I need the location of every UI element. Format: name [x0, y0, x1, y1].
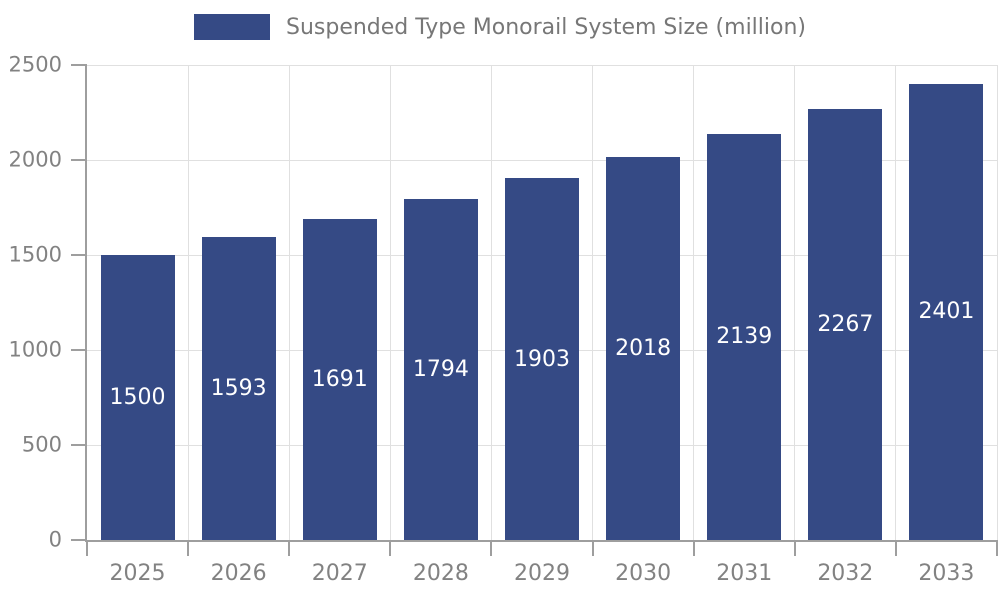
legend-label: Suspended Type Monorail System Size (mil…: [285, 14, 807, 40]
y-axis-tick: [71, 254, 87, 256]
x-axis-tick: [389, 540, 392, 556]
x-axis-label: 2031: [716, 561, 773, 586]
x-axis-tick: [793, 540, 796, 556]
bar-2033[interactable]: 2401: [909, 83, 984, 540]
bar-value-label: 2018: [615, 335, 672, 361]
bar-value-label: 1691: [311, 366, 368, 392]
y-axis-tick: [71, 349, 87, 351]
bar-value-label: 2401: [918, 299, 975, 325]
x-axis-label: 2030: [615, 561, 672, 586]
bar-2027[interactable]: 1691: [302, 218, 377, 540]
legend-swatch: [193, 14, 270, 40]
x-axis-tick: [692, 540, 695, 556]
y-axis-label: 1000: [8, 337, 62, 362]
x-axis-tick: [288, 540, 291, 556]
gridline-vertical: [187, 65, 189, 540]
bar-value-label: 1794: [412, 357, 469, 383]
gridline-vertical: [490, 65, 492, 540]
x-axis-label: 2033: [918, 561, 975, 586]
y-axis-tick: [71, 444, 87, 446]
x-axis-label: 2026: [210, 561, 267, 586]
y-axis-tick: [71, 64, 87, 66]
gridline-vertical: [389, 65, 391, 540]
y-axis-tick: [71, 539, 87, 541]
x-axis-tick: [996, 540, 998, 556]
x-axis-tick: [86, 540, 88, 556]
x-axis-tick: [187, 540, 190, 556]
x-axis-label: 2029: [513, 561, 570, 586]
bar-2029[interactable]: 1903: [505, 178, 579, 540]
gridline-vertical: [895, 65, 897, 540]
bar-value-label: 1500: [109, 385, 166, 410]
bar-value-label: 1593: [210, 376, 267, 402]
y-axis-label: 2500: [8, 52, 62, 77]
gridline-vertical: [996, 65, 998, 540]
x-axis-label: 2028: [412, 561, 469, 586]
bar-2025[interactable]: 1500: [100, 255, 175, 540]
gridline-horizontal: [87, 65, 997, 66]
gridline-vertical: [794, 65, 796, 540]
y-axis-label: 2000: [8, 147, 62, 172]
x-axis-tick: [591, 540, 594, 556]
x-axis-label: 2032: [817, 561, 874, 586]
gridline-horizontal: [87, 160, 997, 161]
bar-value-label: 2139: [716, 324, 773, 350]
gridline-vertical: [592, 65, 594, 540]
legend[interactable]: Suspended Type Monorail System Size (mil…: [0, 13, 1000, 41]
gridline-vertical: [288, 65, 290, 540]
x-axis-tick: [894, 540, 897, 556]
y-axis-tick: [71, 159, 87, 161]
y-axis-label: 0: [48, 527, 62, 552]
bar-value-label: 1903: [514, 346, 570, 372]
bar-value-label: 2267: [817, 312, 874, 338]
y-axis-label: 1500: [8, 242, 62, 267]
bar-2026[interactable]: 1593: [201, 237, 276, 540]
x-axis-tick: [490, 540, 493, 556]
bar-2030[interactable]: 2018: [606, 156, 681, 540]
bar-2032[interactable]: 2267: [808, 109, 883, 540]
bar-2031[interactable]: 2139: [707, 133, 782, 540]
y-axis-label: 500: [21, 432, 62, 457]
x-axis-label: 2027: [311, 561, 368, 586]
x-axis-label: 2025: [109, 561, 166, 586]
gridline-vertical: [693, 65, 695, 540]
plot-area: 0 500 1000 1500 2000 2500 1500 2025 1593 2026 1691…: [9, 54, 998, 585]
bar-2028[interactable]: 1794: [403, 199, 478, 540]
